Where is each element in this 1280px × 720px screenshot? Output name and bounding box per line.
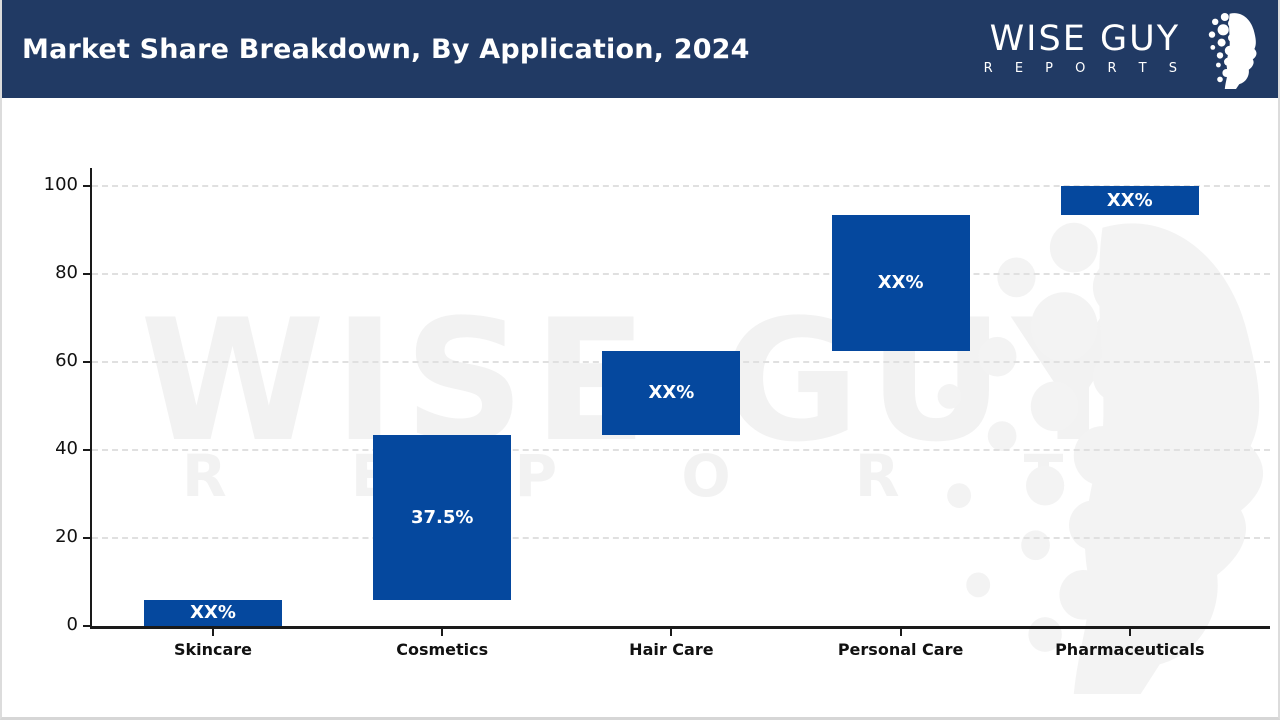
y-tick-mark [83, 537, 90, 539]
y-tick-mark [83, 361, 90, 363]
y-tick-label: 60 [55, 350, 78, 371]
x-tick-label-cosmetics: Cosmetics [396, 640, 489, 659]
brand-logo: WISE GUY R E P O R T S [984, 0, 1260, 98]
x-tick-mark [899, 629, 902, 636]
gridline-40 [92, 449, 1270, 451]
x-tick-label-hair-care: Hair Care [629, 640, 714, 659]
x-tick-mark [212, 629, 214, 636]
gridline-100 [92, 185, 1270, 187]
bar-value-label: XX% [648, 382, 695, 404]
brand-subname: R E P O R T S [983, 61, 1186, 76]
x-tick-label-skincare: Skincare [173, 640, 253, 659]
y-tick-mark [83, 449, 90, 451]
gridline-20 [92, 537, 1270, 539]
bar-value-label: XX% [1106, 189, 1153, 211]
watermark-face-icon [937, 222, 1264, 694]
brand-logo-text: WISE GUY R E P O R T S [983, 19, 1186, 77]
x-tick-mark [441, 629, 444, 636]
bar-skincare: XX% [144, 599, 282, 626]
y-tick-label: 0 [66, 614, 78, 635]
brand-name: WISE GUY [989, 19, 1181, 59]
x-tick-label-pharmaceuticals: Pharmaceuticals [1055, 640, 1205, 659]
y-tick-mark [83, 273, 90, 275]
bar-value-label: XX% [877, 272, 924, 294]
bar-value-label: XX% [190, 602, 236, 624]
bar-pharmaceuticals: XX% [1060, 186, 1199, 215]
y-tick-label: 20 [55, 526, 78, 547]
bar-personal-care: XX% [831, 214, 970, 351]
x-tick-label-personal-care: Personal Care [837, 640, 964, 659]
y-axis-line [90, 168, 92, 628]
page-title: Market Share Breakdown, By Application, … [22, 33, 750, 65]
y-tick-mark [83, 185, 90, 187]
x-tick-mark [670, 629, 673, 636]
y-tick-label: 100 [43, 174, 78, 195]
bar-cosmetics: 37.5% [373, 434, 512, 600]
x-tick-mark [1128, 629, 1131, 636]
x-axis-line [90, 626, 1270, 629]
gridline-80 [92, 273, 1270, 275]
bar-hair-care: XX% [602, 351, 741, 435]
header-band: Market Share Breakdown, By Application, … [2, 0, 1278, 98]
dotted-face-profile-icon [1208, 13, 1257, 89]
bar-value-label: 37.5% [410, 506, 474, 528]
y-tick-label: 40 [55, 438, 78, 459]
y-tick-label: 80 [55, 262, 78, 283]
y-tick-mark [83, 625, 90, 627]
